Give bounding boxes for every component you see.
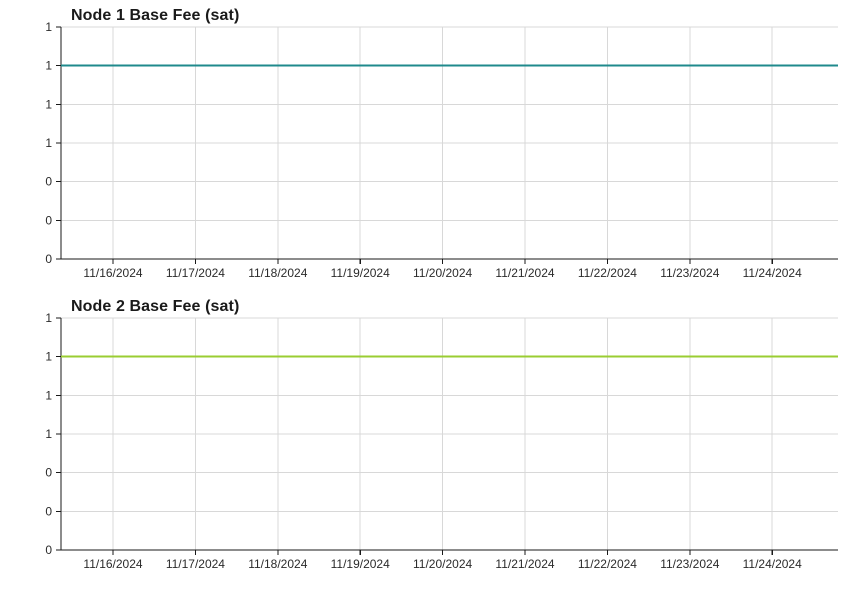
svg-text:1: 1 (45, 427, 52, 441)
svg-text:1: 1 (45, 97, 52, 111)
svg-text:11/20/2024: 11/20/2024 (413, 266, 472, 280)
svg-text:11/19/2024: 11/19/2024 (331, 266, 390, 280)
svg-text:11/23/2024: 11/23/2024 (660, 266, 719, 280)
svg-text:11/24/2024: 11/24/2024 (743, 266, 802, 280)
svg-text:0: 0 (45, 213, 52, 227)
svg-text:11/22/2024: 11/22/2024 (578, 266, 637, 280)
svg-text:11/19/2024: 11/19/2024 (331, 557, 390, 571)
svg-text:0: 0 (45, 466, 52, 480)
svg-text:11/21/2024: 11/21/2024 (495, 557, 554, 571)
svg-text:11/21/2024: 11/21/2024 (495, 266, 554, 280)
svg-text:1: 1 (45, 350, 52, 364)
svg-text:1: 1 (45, 20, 52, 34)
svg-text:1: 1 (45, 388, 52, 402)
svg-text:11/22/2024: 11/22/2024 (578, 557, 637, 571)
svg-text:0: 0 (45, 175, 52, 189)
svg-text:0: 0 (45, 504, 52, 518)
svg-text:0: 0 (45, 252, 52, 266)
svg-text:11/17/2024: 11/17/2024 (166, 557, 225, 571)
svg-text:11/24/2024: 11/24/2024 (743, 557, 802, 571)
svg-text:1: 1 (45, 136, 52, 150)
svg-text:11/23/2024: 11/23/2024 (660, 557, 719, 571)
svg-text:0: 0 (45, 543, 52, 557)
svg-text:1: 1 (45, 311, 52, 325)
svg-text:11/18/2024: 11/18/2024 (248, 557, 307, 571)
svg-text:1: 1 (45, 59, 52, 73)
svg-text:11/16/2024: 11/16/2024 (83, 266, 142, 280)
svg-text:11/16/2024: 11/16/2024 (83, 557, 142, 571)
svg-text:11/20/2024: 11/20/2024 (413, 557, 472, 571)
svg-text:11/17/2024: 11/17/2024 (166, 266, 225, 280)
svg-text:11/18/2024: 11/18/2024 (248, 266, 307, 280)
